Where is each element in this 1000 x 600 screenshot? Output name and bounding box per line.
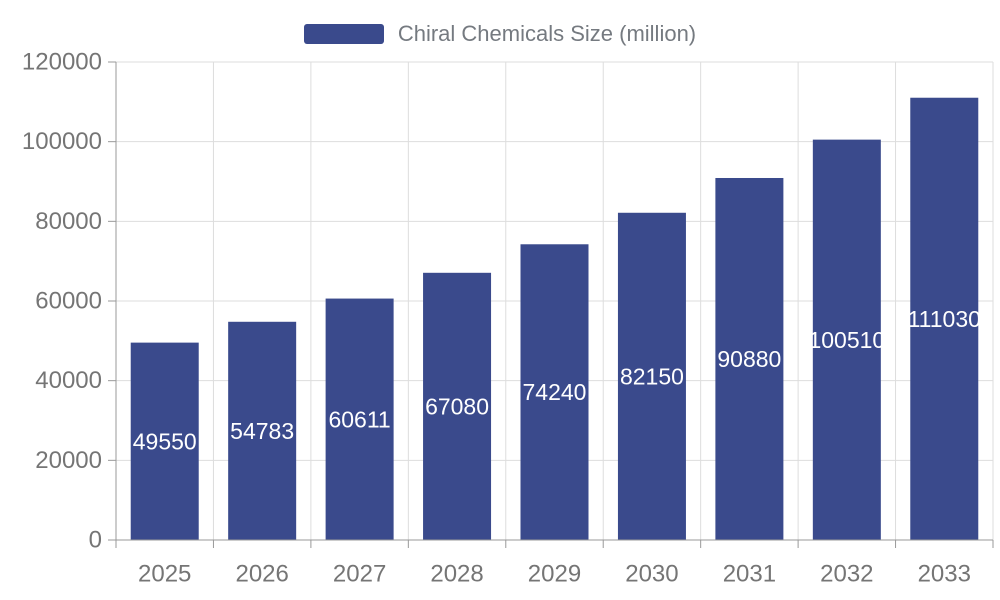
bar-2026[interactable] <box>228 321 297 540</box>
y-axis-tick-label: 60000 <box>35 288 102 315</box>
x-axis-tick-label: 2026 <box>235 561 288 588</box>
x-axis-tick-label: 2030 <box>625 561 678 588</box>
legend-label[interactable]: Chiral Chemicals Size (million) <box>397 21 697 46</box>
x-axis-tick-label: 2031 <box>723 561 776 588</box>
x-axis-tick-label: 2025 <box>138 561 191 588</box>
bar-value-label: 54783 <box>230 418 294 444</box>
bar-2025[interactable] <box>130 342 199 540</box>
bar-2033[interactable] <box>910 97 979 540</box>
bar-value-label: 49550 <box>133 428 197 454</box>
y-axis-tick-label: 0 <box>89 527 102 554</box>
y-axis-tick-label: 80000 <box>35 208 102 235</box>
x-axis-tick-label: 2029 <box>528 561 581 588</box>
y-axis-tick-label: 120000 <box>22 49 102 76</box>
y-axis-tick-label: 100000 <box>22 128 102 155</box>
bar-value-label: 82150 <box>620 363 684 389</box>
bar-2027[interactable] <box>325 298 394 540</box>
bar-value-label: 100510 <box>808 327 885 353</box>
legend-swatch[interactable] <box>303 24 384 44</box>
bar-2031[interactable] <box>715 177 784 540</box>
y-axis-tick-label: 20000 <box>35 447 102 474</box>
y-axis-tick-label: 40000 <box>35 367 102 394</box>
legend[interactable]: Chiral Chemicals Size (million) <box>0 21 1000 47</box>
x-axis-tick-label: 2032 <box>820 561 873 588</box>
x-axis-tick-label: 2028 <box>430 561 483 588</box>
bar-value-label: 60611 <box>328 406 390 432</box>
bar-value-label: 74240 <box>523 379 587 405</box>
bar-value-label: 67080 <box>425 393 489 419</box>
bar-2030[interactable] <box>617 212 686 540</box>
bar-2028[interactable] <box>423 272 492 540</box>
x-axis-tick-label: 2027 <box>333 561 386 588</box>
bar-value-label: 90880 <box>717 346 781 372</box>
bar-2029[interactable] <box>520 244 589 540</box>
x-axis-tick-label: 2033 <box>918 561 971 588</box>
bar-2032[interactable] <box>812 139 881 540</box>
bar-value-label: 111030 <box>908 306 981 332</box>
